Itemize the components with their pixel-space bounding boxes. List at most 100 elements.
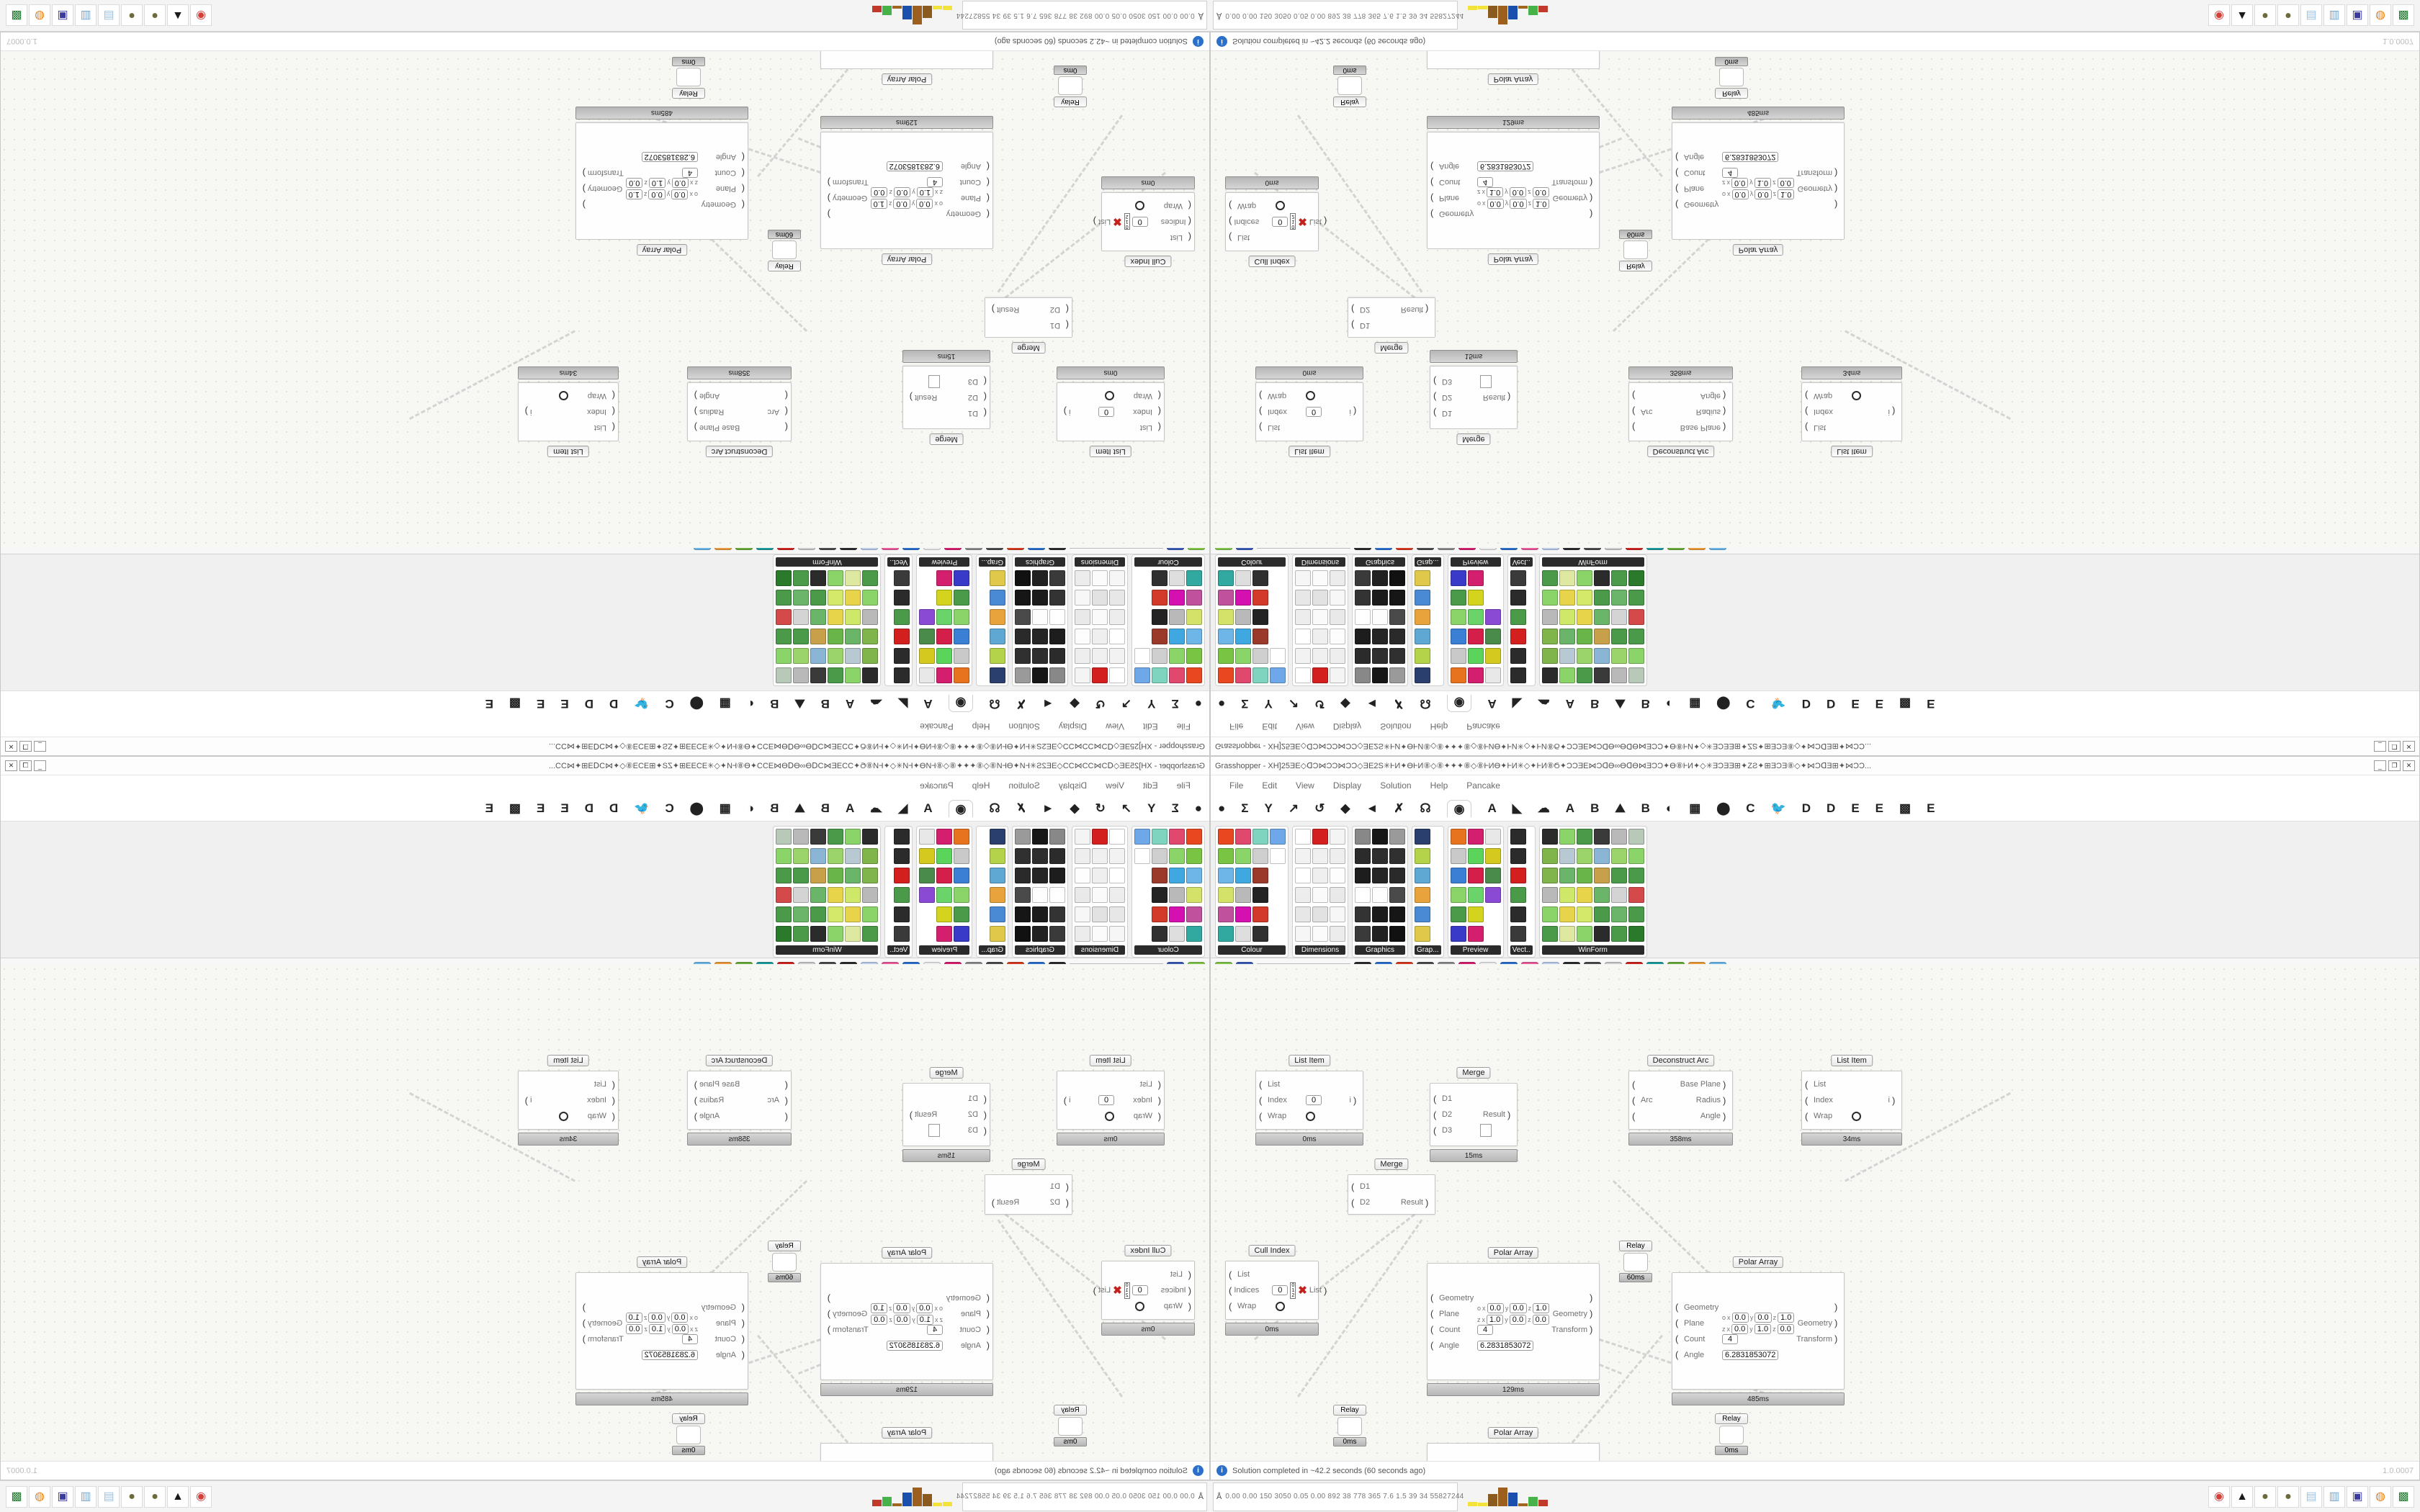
component-polar-array-1[interactable]: Polar Array(Geometry)(Plane o x 0.0 y 0.0 z 1.0… xyxy=(820,116,993,265)
ribbon-icon-6-19[interactable] xyxy=(1593,648,1610,664)
pancake-icon[interactable]: ● xyxy=(2254,4,2276,27)
output-port[interactable]: ) xyxy=(827,1308,830,1319)
graphics-group[interactable]: Graphics xyxy=(1352,554,1408,686)
count-param-row[interactable]: (Count 4 Transform) xyxy=(579,166,745,181)
ribbon-panel[interactable]: Colour Dimensions Graphics Grap... Preview Ve… xyxy=(1,822,1209,958)
ribbon-icon-6-0[interactable] xyxy=(862,829,879,845)
ribbon-icon-6-31[interactable] xyxy=(776,848,792,864)
ribbon-icon-6-18[interactable] xyxy=(810,829,827,845)
relay-node[interactable] xyxy=(1058,76,1083,95)
ribbon-icon-4-4[interactable] xyxy=(1450,906,1466,922)
plane-o-z-value[interactable]: 1.0 xyxy=(1778,189,1795,200)
ribbon-icon-0-0[interactable] xyxy=(1186,829,1202,845)
ribbon-panel[interactable]: Colour Dimensions Graphics Grap... Preview Ve… xyxy=(1211,554,2419,690)
ribbon-icon-4-15[interactable] xyxy=(1484,609,1501,625)
input-port[interactable]: ( xyxy=(741,1318,745,1328)
component-body[interactable]: (D1(D2 Result) xyxy=(985,1174,1072,1215)
ribbon-icon-4-11[interactable] xyxy=(936,570,953,586)
output-port[interactable]: ) xyxy=(1590,177,1593,188)
ribbon-icon-6-35[interactable] xyxy=(1628,926,1644,942)
notepad-icon[interactable]: ▤ xyxy=(2300,4,2322,27)
system-tray[interactable]: ◉ ▲ ● ● ▤ ▥ ▣ ◍ ▩ xyxy=(2208,4,2420,27)
addon-mount-tab[interactable]: ⛰ xyxy=(794,697,805,711)
count-value[interactable]: 4 xyxy=(927,177,943,188)
input-port[interactable]: ( xyxy=(1675,168,1679,179)
menu-item-solution[interactable]: Solution xyxy=(1008,721,1040,732)
ribbon-icon-6-9[interactable] xyxy=(1559,887,1575,903)
ribbon-icon-1-7[interactable] xyxy=(1312,848,1328,864)
output-port[interactable]: ) xyxy=(909,1109,913,1120)
ribbon-icon-0-2[interactable] xyxy=(1186,868,1202,883)
addon-mount-tab[interactable]: ⛰ xyxy=(794,801,805,815)
param-row[interactable]: (List xyxy=(1805,1076,1899,1092)
component-body[interactable]: (Geometry)(Plane o x 0.0 y 0.0 z 1.0 z x 0.0 y 1.0 z 0… xyxy=(575,1272,748,1390)
component-body[interactable]: (List(Index i)(Wrap xyxy=(1801,1071,1902,1130)
ribbon-icon-6-30[interactable] xyxy=(776,829,792,845)
param-row[interactable]: (Angle) xyxy=(691,1108,788,1124)
component-cull-index[interactable]: Cull Index(List(Indices 0 0 1 2 ✖ List)(Wrap 0m… xyxy=(1093,176,1195,267)
ribbon-icon-1-6[interactable] xyxy=(1312,829,1328,845)
output-port[interactable]: ) xyxy=(1834,184,1838,194)
component-body[interactable]: (List(Index i)(Wrap xyxy=(518,382,619,441)
graph-group[interactable]: Grap... xyxy=(1412,554,1444,686)
ribbon-icon-6-20[interactable] xyxy=(810,868,827,883)
ribbon-icon-1-1[interactable] xyxy=(1295,648,1311,664)
ribbon-icon-6-23[interactable] xyxy=(810,570,827,586)
ribbon-icon-1-3[interactable] xyxy=(1109,609,1125,625)
ribbon-icon-4-1[interactable] xyxy=(954,848,970,864)
ribbon-icon-0-16[interactable] xyxy=(1252,590,1268,606)
ribbon-icon-grid[interactable] xyxy=(979,568,1005,683)
addon-leaf-tab[interactable]: ◣ xyxy=(1512,801,1522,815)
param-row[interactable]: (Index i) xyxy=(1805,404,1899,420)
ribbon-icon-6-13[interactable] xyxy=(1576,648,1592,664)
input-port[interactable]: ( xyxy=(1433,408,1437,419)
ribbon-icon-6-13[interactable] xyxy=(1576,848,1592,864)
input-port[interactable]: ( xyxy=(741,1333,745,1344)
menu-item-edit[interactable]: Edit xyxy=(1142,721,1158,732)
ribbon-icon-6-15[interactable] xyxy=(828,887,844,903)
ribbon-icon-6-27[interactable] xyxy=(1610,887,1627,903)
ribbon-icon-2-5[interactable] xyxy=(1049,926,1065,942)
output-port[interactable]: ) xyxy=(1590,1308,1593,1319)
relay-label[interactable]: Relay xyxy=(1054,96,1087,107)
ribbon-icon-2-16[interactable] xyxy=(1015,906,1031,922)
ribbon-icon-0-12[interactable] xyxy=(1252,667,1268,683)
ribbon-icon-2-0[interactable] xyxy=(1049,829,1065,845)
ribbon-icon-2-2[interactable] xyxy=(1355,868,1371,883)
terminal-icon[interactable]: ▩ xyxy=(2393,1485,2414,1508)
ribbon-icon-1-9[interactable] xyxy=(1312,887,1328,903)
input-port[interactable]: ( xyxy=(986,161,990,172)
input-port[interactable]: ( xyxy=(1259,1079,1263,1090)
winform-group[interactable]: WinForm xyxy=(1538,826,1647,958)
ribbon-icon-0-5[interactable] xyxy=(1186,926,1202,942)
addon-dots-tab[interactable]: ▩ xyxy=(1899,697,1912,711)
relay-label[interactable]: Relay xyxy=(1054,1405,1087,1416)
ribbon-icon-4-2[interactable] xyxy=(1450,868,1466,883)
ribbon-icon-6-27[interactable] xyxy=(793,887,810,903)
input-port[interactable]: ( xyxy=(1433,392,1437,403)
ribbon-icon-3-5[interactable] xyxy=(1415,570,1430,586)
addon-dots-tab[interactable]: ▩ xyxy=(1899,801,1912,815)
ribbon-icon-6-32[interactable] xyxy=(1628,868,1644,883)
ribbon-icon-1-8[interactable] xyxy=(1092,868,1108,883)
notepad-icon[interactable]: ▤ xyxy=(98,1485,120,1508)
input-port[interactable]: ( xyxy=(1632,1094,1636,1106)
param-row[interactable]: (Index 0 i) xyxy=(1060,404,1161,420)
ribbon-icon-grid[interactable] xyxy=(1075,568,1125,683)
addon-e2-tab[interactable]: E xyxy=(537,697,545,711)
param-row[interactable]: (List xyxy=(1229,1266,1315,1282)
ribbon-icon-1-7[interactable] xyxy=(1312,648,1328,664)
ribbon-icon-1-3[interactable] xyxy=(1295,609,1311,625)
ribbon-icon-2-0[interactable] xyxy=(1049,667,1065,683)
relay-node[interactable] xyxy=(676,68,701,86)
component-list-item-2[interactable]: List Item(List(Index i)(Wrap 34ms xyxy=(1801,1055,1902,1146)
output-port[interactable]: ) xyxy=(1063,406,1067,418)
input-port[interactable]: ( xyxy=(986,1292,990,1303)
input-port[interactable]: ( xyxy=(1433,376,1437,387)
ribbon-icon-0-14[interactable] xyxy=(1252,868,1268,883)
component-nickname[interactable]: Polar Array xyxy=(1732,1256,1784,1268)
ribbon-icon-5-1[interactable] xyxy=(894,848,910,864)
plane-o-x-value[interactable]: 0.0 xyxy=(671,189,689,200)
ribbon-icon-1-14[interactable] xyxy=(1330,629,1345,644)
ribbon-icon-6-3[interactable] xyxy=(1541,887,1558,903)
